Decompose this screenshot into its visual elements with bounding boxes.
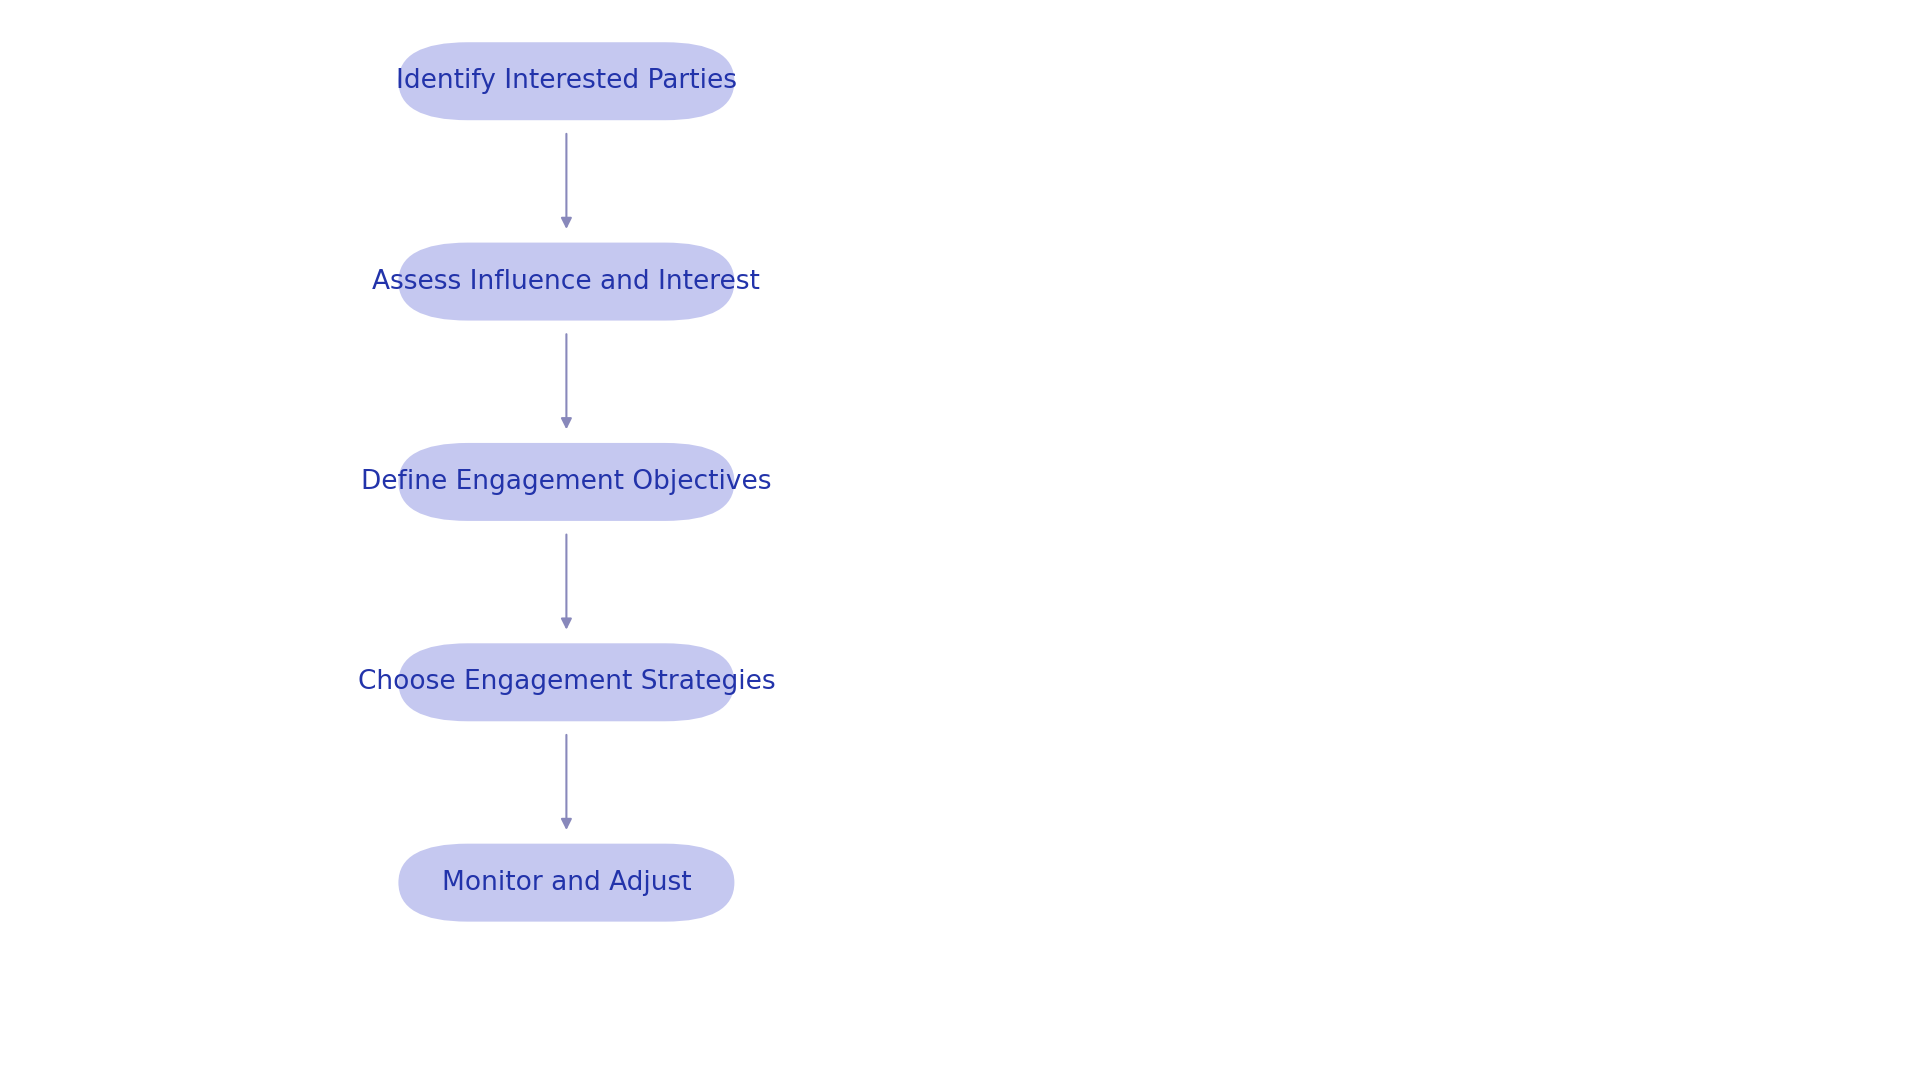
Text: Identify Interested Parties: Identify Interested Parties	[396, 68, 737, 94]
Text: Choose Engagement Strategies: Choose Engagement Strategies	[357, 669, 776, 695]
Text: Monitor and Adjust: Monitor and Adjust	[442, 870, 691, 896]
Text: Define Engagement Objectives: Define Engagement Objectives	[361, 469, 772, 495]
Text: Assess Influence and Interest: Assess Influence and Interest	[372, 269, 760, 295]
FancyBboxPatch shape	[399, 643, 733, 721]
FancyBboxPatch shape	[399, 243, 733, 321]
FancyBboxPatch shape	[399, 443, 733, 521]
FancyBboxPatch shape	[399, 42, 733, 120]
FancyBboxPatch shape	[399, 844, 733, 922]
